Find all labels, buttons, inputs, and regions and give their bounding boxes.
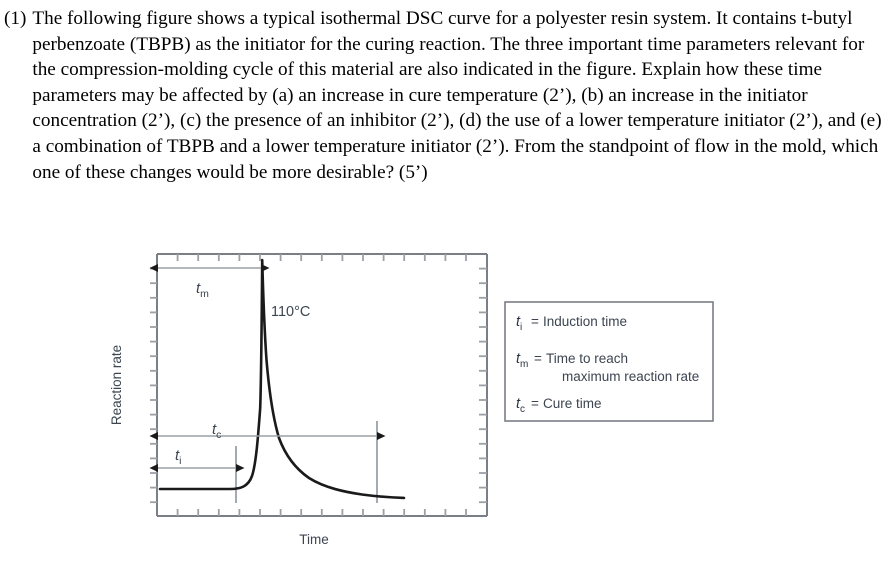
question-block: (1) The following figure shows a typical… — [0, 6, 888, 185]
tm-annotation: tm — [149, 264, 270, 300]
y-axis-title: Reaction rate — [109, 345, 124, 425]
x-axis-title: Time — [299, 532, 329, 547]
ti-annotation: ti — [149, 447, 245, 472]
legend-box: ti = Induction time tm = Time to reach m… — [504, 301, 714, 422]
temperature-annotation: 110°C — [271, 304, 310, 320]
legend-item-tc-symbol: tc — [516, 396, 525, 415]
dsc-reaction-rate-curve — [158, 258, 406, 500]
x-axis-ticks-top — [176, 254, 467, 261]
legend-item-tm-text2: maximum reaction rate — [562, 369, 699, 384]
tm-label: tm — [196, 280, 209, 300]
legend-item-tm-equals: = — [534, 351, 542, 366]
legend-item-tm-text: Time to reach — [546, 351, 628, 366]
legend-item-ti-symbol: ti — [516, 314, 522, 333]
legend-item-tm-symbol: tm — [516, 351, 528, 370]
legend-item-ti-equals: = — [531, 314, 539, 329]
tc-label: tc — [212, 421, 221, 441]
legend-item-ti-text: Induction time — [543, 314, 627, 329]
y-axis-ticks-right — [479, 267, 487, 504]
y-axis-ticks-left — [150, 267, 157, 504]
legend-item-tc-equals: = — [531, 396, 539, 411]
tc-annotation: tc — [149, 421, 386, 441]
question-number: (1) — [4, 8, 27, 29]
dsc-curve-figure: tm tc ti 110°C Reaction rate Time ti = I… — [0, 238, 895, 570]
question-text: The following figure shows a typical iso… — [32, 8, 882, 183]
legend-item-tc-text: Cure time — [543, 396, 602, 411]
x-axis-ticks-bottom — [176, 509, 467, 516]
ti-label: ti — [175, 447, 182, 467]
